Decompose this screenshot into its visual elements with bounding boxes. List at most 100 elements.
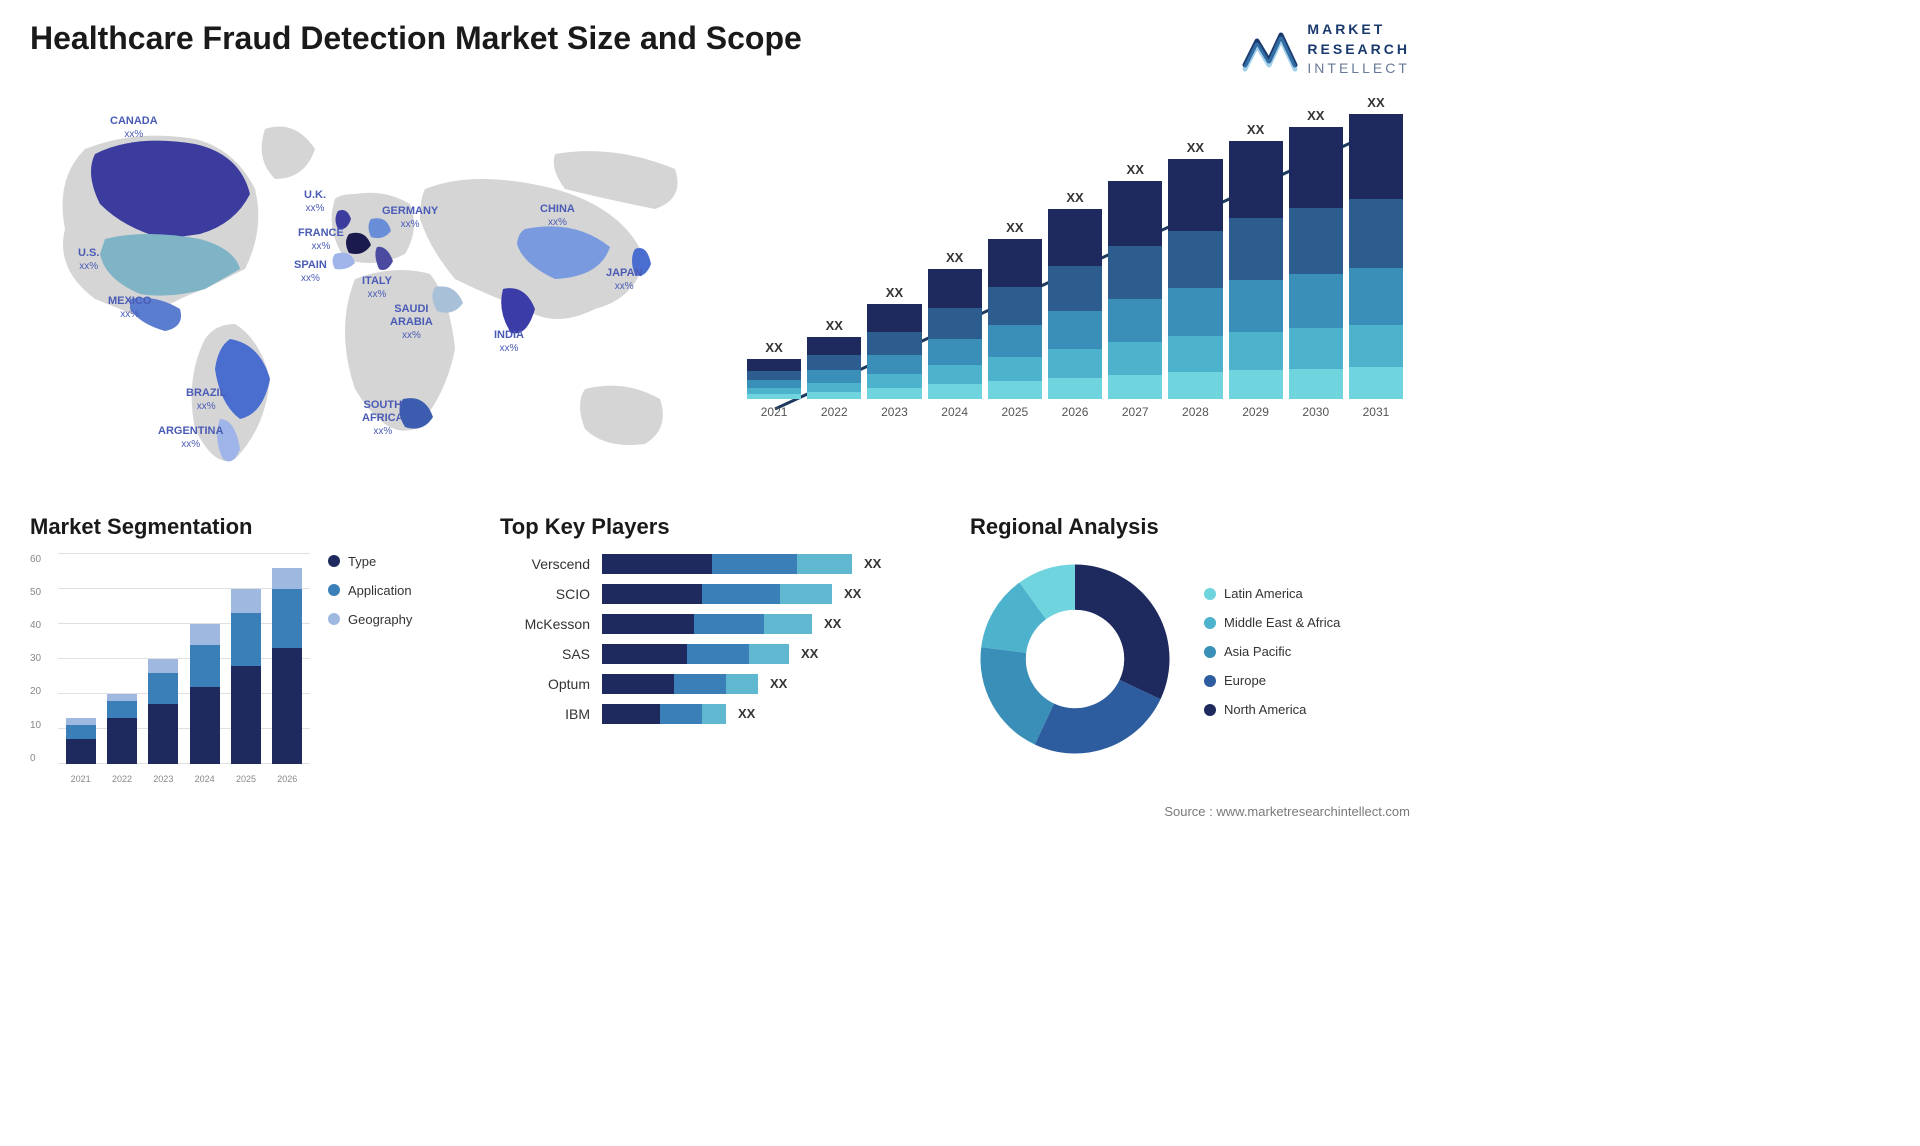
map-label: U.S.xx% [78,247,99,273]
player-row: Verscend XX [500,554,940,574]
player-value-label: XX [844,586,861,601]
seg-legend-item: Geography [328,612,412,627]
world-map-panel: CANADAxx% U.S.xx% MEXICOxx% BRAZILxx% ARGENT… [30,99,700,484]
player-row: SCIO XX [500,584,940,604]
growth-bar: XX 2030 [1289,108,1343,419]
logo-icon [1241,25,1299,73]
map-label: GERMANYxx% [382,205,438,231]
source-text: Source : www.marketresearchintellect.com [30,804,1410,819]
map-label: ITALYxx% [362,275,392,301]
map-label: INDIAxx% [494,329,524,355]
map-label: SPAINxx% [294,259,327,285]
growth-bar: XX 2027 [1108,162,1162,419]
player-row: SAS XX [500,644,940,664]
growth-value-label: XX [1127,162,1144,177]
growth-year-label: 2028 [1182,405,1209,419]
growth-value-label: XX [946,250,963,265]
player-row: McKessonXX [500,614,940,634]
growth-chart: XX2021XX2022XX2023XX2024XX2025XX2026XX20… [740,99,1410,479]
growth-year-label: 2027 [1122,405,1149,419]
players-chart: VerscendXXSCIOXXMcKessonXXSASXXOptumXXIB… [500,554,940,724]
region-legend-item: Middle East & Africa [1204,615,1340,630]
player-name: SAS [500,646,590,662]
growth-value-label: XX [1187,140,1204,155]
player-value-label: XX [738,706,755,721]
growth-bar: XX 2024 [928,250,982,419]
map-label: JAPANxx% [606,267,642,293]
map-label: SOUTHAFRICAxx% [362,399,404,439]
player-value-label: XX [801,646,818,661]
seg-bar [148,659,178,764]
regional-legend: Latin America Middle East & Africa Asia Pa… [1204,586,1340,731]
growth-value-label: XX [1006,220,1023,235]
growth-value-label: XX [765,340,782,355]
map-label: CANADAxx% [110,115,158,141]
growth-year-label: 2029 [1242,405,1269,419]
map-label: BRAZILxx% [186,387,226,413]
growth-year-label: 2024 [941,405,968,419]
growth-year-label: 2021 [761,405,788,419]
seg-bar [107,694,137,764]
growth-year-label: 2031 [1363,405,1390,419]
map-label: CHINAxx% [540,203,575,229]
regional-title: Regional Analysis [970,514,1410,540]
growth-chart-panel: XX2021XX2022XX2023XX2024XX2025XX2026XX20… [740,99,1410,484]
player-row: IBM XX [500,704,940,724]
seg-legend-item: Type [328,554,412,569]
map-label: MEXICOxx% [108,295,151,321]
top-row: CANADAxx% U.S.xx% MEXICOxx% BRAZILxx% ARGENT… [30,99,1410,484]
region-legend-item: Europe [1204,673,1340,688]
region-legend-item: Asia Pacific [1204,644,1340,659]
growth-bar: XX 2023 [867,285,921,419]
growth-year-label: 2026 [1062,405,1089,419]
seg-bar [272,568,302,764]
player-row: Optum XX [500,674,940,694]
growth-year-label: 2030 [1302,405,1329,419]
players-title: Top Key Players [500,514,940,540]
player-value-label: XX [824,616,841,631]
growth-value-label: XX [1066,190,1083,205]
segmentation-title: Market Segmentation [30,514,470,540]
brand-logo: MARKET RESEARCH INTELLECT [1241,20,1410,79]
map-label: U.K.xx% [304,189,326,215]
segmentation-chart: 0102030405060 202120222023202420252026 [30,554,310,784]
growth-year-label: 2023 [881,405,908,419]
growth-bar: XX 2028 [1168,140,1222,419]
growth-value-label: XX [1307,108,1324,123]
seg-bar [231,589,261,764]
map-label: SAUDIARABIAxx% [390,303,433,343]
region-legend-item: Latin America [1204,586,1340,601]
growth-bar: XX2022 [807,318,861,419]
seg-legend-item: Application [328,583,412,598]
seg-bar [66,718,96,764]
bottom-row: Market Segmentation 0102030405060 202120… [30,514,1410,784]
player-name: IBM [500,706,590,722]
player-name: Verscend [500,556,590,572]
player-value-label: XX [770,676,787,691]
segmentation-legend: Type Application Geography [328,554,412,784]
player-name: SCIO [500,586,590,602]
growth-year-label: 2022 [821,405,848,419]
regional-donut [970,554,1180,764]
logo-text: MARKET RESEARCH INTELLECT [1307,20,1410,79]
players-panel: Top Key Players VerscendXXSCIOXXMcKesson… [500,514,940,784]
growth-bar: XX 2026 [1048,190,1102,419]
segmentation-panel: Market Segmentation 0102030405060 202120… [30,514,470,784]
growth-bar: XX 2029 [1229,122,1283,419]
growth-value-label: XX [1367,95,1384,110]
map-label: ARGENTINAxx% [158,425,223,451]
map-label: FRANCExx% [298,227,344,253]
page-title: Healthcare Fraud Detection Market Size a… [30,20,802,57]
regional-panel: Regional Analysis Latin America Middle Ea… [970,514,1410,784]
seg-bar [190,624,220,764]
player-value-label: XX [864,556,881,571]
header: Healthcare Fraud Detection Market Size a… [30,20,1410,79]
growth-value-label: XX [886,285,903,300]
growth-value-label: XX [1247,122,1264,137]
growth-bar: XX 2025 [988,220,1042,419]
growth-bar: XX 2031 [1349,95,1403,419]
growth-year-label: 2025 [1001,405,1028,419]
player-name: Optum [500,676,590,692]
growth-bar: XX 2021 [747,340,801,419]
region-legend-item: North America [1204,702,1340,717]
